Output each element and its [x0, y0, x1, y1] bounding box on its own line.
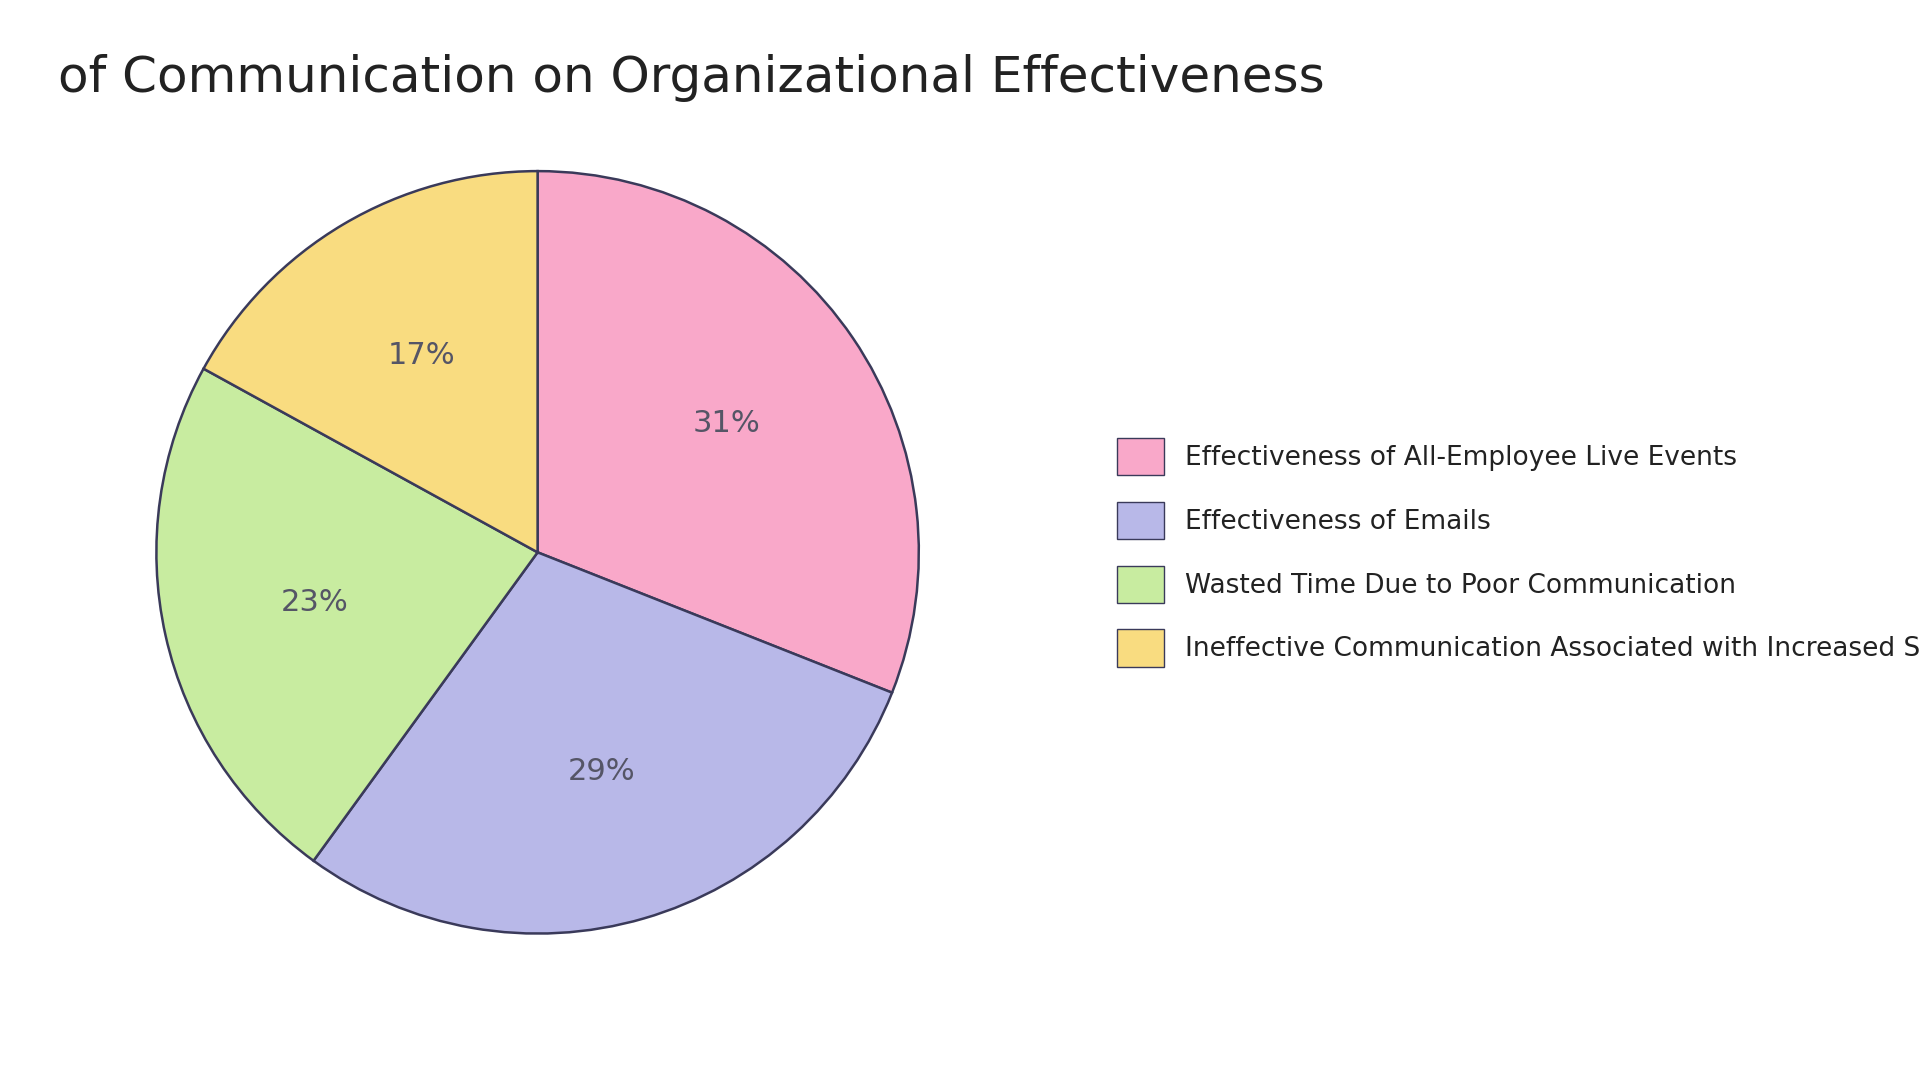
Legend: Effectiveness of All-Employee Live Events, Effectiveness of Emails, Wasted Time : Effectiveness of All-Employee Live Event… [1104, 425, 1920, 680]
Text: 17%: 17% [388, 341, 455, 370]
Text: of Communication on Organizational Effectiveness: of Communication on Organizational Effec… [58, 54, 1325, 102]
Text: 31%: 31% [693, 409, 760, 439]
Text: 23%: 23% [280, 588, 348, 616]
Wedge shape [156, 368, 538, 861]
Text: 29%: 29% [568, 757, 636, 786]
Wedge shape [313, 552, 893, 934]
Wedge shape [204, 171, 538, 552]
Wedge shape [538, 171, 920, 693]
